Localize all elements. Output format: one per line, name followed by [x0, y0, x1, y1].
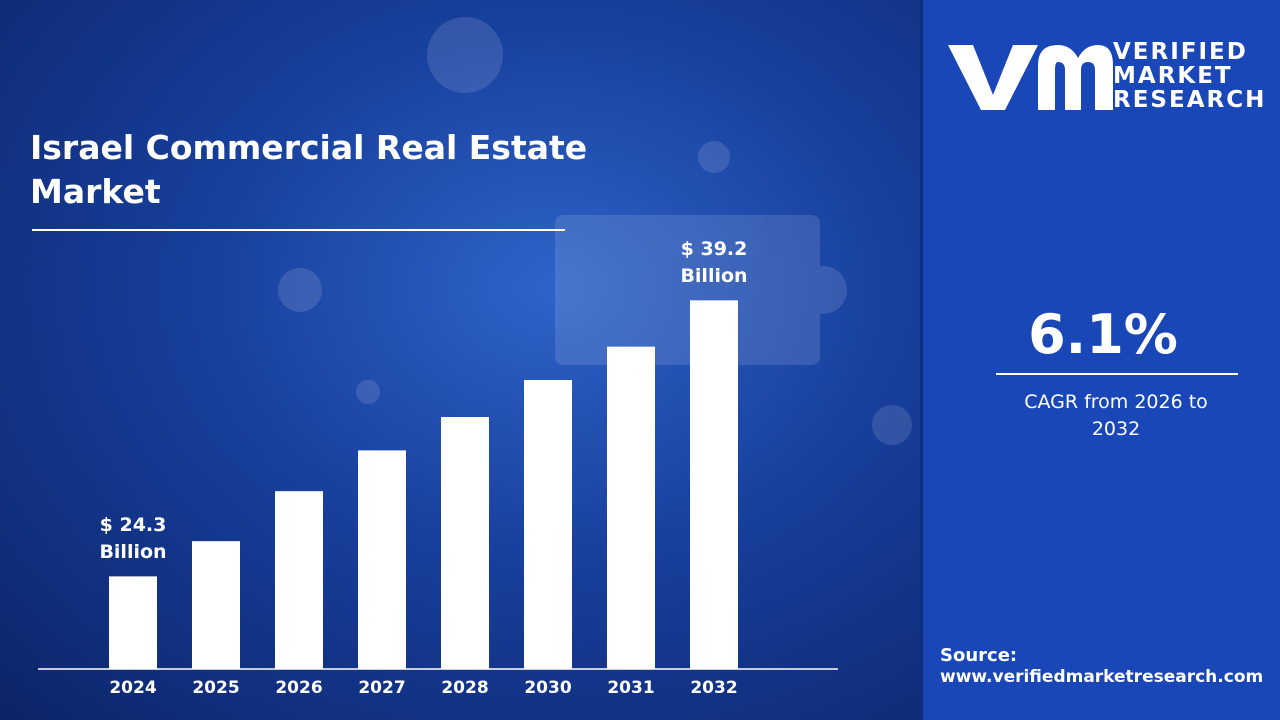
x-tick-label: 2032 [690, 678, 737, 698]
bar [524, 380, 572, 669]
bar [109, 576, 157, 669]
chart: 2024 2025 2026 2027 2028 2030 2031 2032 [0, 0, 920, 720]
x-tick-label: 2024 [109, 678, 156, 698]
x-tick-label: 2027 [358, 678, 405, 698]
chart-title: Israel Commercial Real Estate Market [30, 128, 588, 211]
value-label: $ 39.2 Billion [680, 238, 748, 288]
logo-line: VERIFIED [1113, 39, 1248, 65]
bar [441, 417, 489, 669]
source-url[interactable]: www.verifiedmarketresearch.com [940, 667, 1264, 687]
bar [358, 450, 406, 669]
bar [607, 346, 655, 669]
background-decor [278, 17, 912, 445]
chart-panel: 2024 2025 2026 2027 2028 2030 2031 2032 Israel … [0, 0, 920, 720]
bar [690, 300, 738, 669]
x-tick-label: 2030 [524, 678, 571, 698]
side-panel: VERIFIED MARKET RESEARCH 6.1% CAGR from … [920, 0, 1280, 720]
logo-text: VERIFIED MARKET RESEARCH [1113, 40, 1266, 112]
cagr-caption: CAGR from 2026 to 2032 [1024, 391, 1208, 440]
logo-line: RESEARCH [1113, 87, 1267, 113]
logo-line: MARKET [1113, 63, 1233, 89]
x-tick-label: 2025 [192, 678, 239, 698]
value-label: $ 24.3 Billion [99, 514, 167, 564]
bar [192, 541, 240, 669]
logo-mark [948, 45, 1113, 110]
cagr-value: 6.1% [1028, 303, 1178, 366]
source-label: Source: [940, 645, 1018, 666]
x-tick-label: 2026 [275, 678, 322, 698]
cagr-rule [996, 373, 1238, 375]
title-rule [32, 229, 565, 231]
bar [275, 491, 323, 669]
x-tick-label: 2028 [441, 678, 488, 698]
x-tick-label: 2031 [607, 678, 654, 698]
